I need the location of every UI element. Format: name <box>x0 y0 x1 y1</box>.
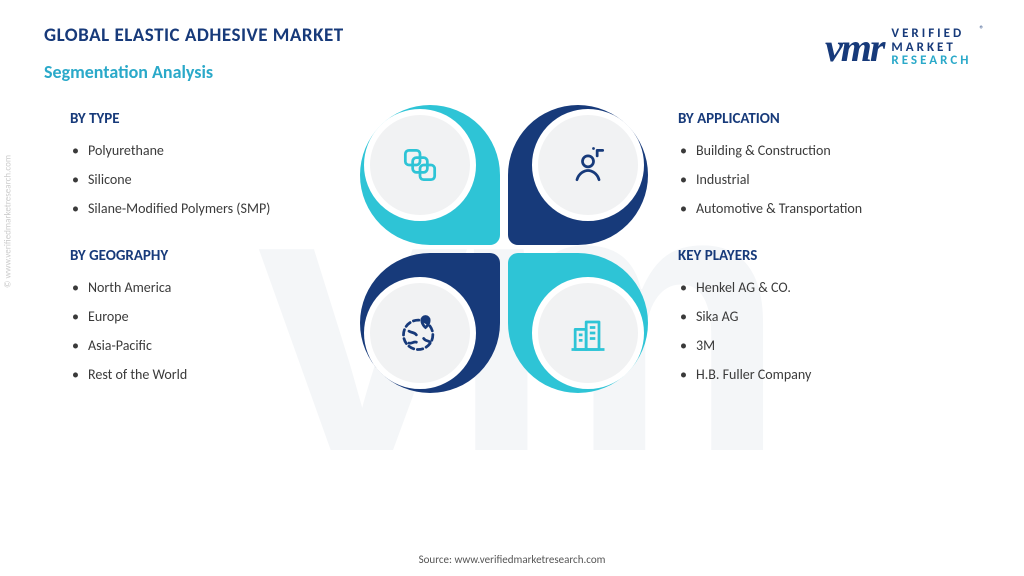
list-item: Building & Construction <box>678 136 958 165</box>
titles: GLOBAL ELASTIC ADHESIVE MARKET Segmentat… <box>44 24 344 83</box>
list-item: Silicone <box>70 165 330 194</box>
logo-mark: vmr <box>825 24 883 71</box>
globe-icon <box>398 311 442 355</box>
segment-players: KEY PLAYERS Henkel AG & CO. Sika AG 3M H… <box>678 247 958 389</box>
layers-icon <box>398 143 442 187</box>
list-item: Polyurethane <box>70 136 330 165</box>
list-item: North America <box>70 273 330 302</box>
page-title: GLOBAL ELASTIC ADHESIVE MARKET <box>44 24 344 47</box>
header: GLOBAL ELASTIC ADHESIVE MARKET Segmentat… <box>0 0 1024 83</box>
right-column: BY APPLICATION Building & Construction I… <box>678 110 958 389</box>
list-item: Industrial <box>678 165 958 194</box>
segment-geography: BY GEOGRAPHY North America Europe Asia-P… <box>70 247 330 389</box>
list-item: Sika AG <box>678 302 958 331</box>
building-icon <box>566 311 610 355</box>
left-column: BY TYPE Polyurethane Silicone Silane-Mod… <box>70 110 330 389</box>
logo-line-3: RESEARCH <box>891 54 971 68</box>
list-item: Europe <box>70 302 330 331</box>
list-item: Henkel AG & CO. <box>678 273 958 302</box>
segment-type: BY TYPE Polyurethane Silicone Silane-Mod… <box>70 110 330 223</box>
petal-inner <box>364 109 476 221</box>
list-item: 3M <box>678 331 958 360</box>
source-label: Source: www.verifiedmarketresearch.com <box>419 553 606 566</box>
petal-inner <box>364 277 476 389</box>
list-item: Automotive & Transportation <box>678 194 958 223</box>
logo-text: VERIFIED MARKET RESEARCH <box>891 27 971 68</box>
segment-list-application: Building & Construction Industrial Autom… <box>678 136 958 223</box>
registered-mark: ® <box>979 24 984 35</box>
list-item: H.B. Fuller Company <box>678 360 958 389</box>
logo-line-1: VERIFIED <box>891 27 971 41</box>
logo-line-2: MARKET <box>891 41 971 55</box>
list-item: Silane-Modified Polymers (SMP) <box>70 194 330 223</box>
petal-top-right <box>508 105 648 245</box>
petal-bottom-left <box>360 253 500 393</box>
segment-title-players: KEY PLAYERS <box>678 247 958 265</box>
petal-top-left <box>360 105 500 245</box>
segment-list-type: Polyurethane Silicone Silane-Modified Po… <box>70 136 330 223</box>
list-item: Rest of the World <box>70 360 330 389</box>
segment-list-geography: North America Europe Asia-Pacific Rest o… <box>70 273 330 389</box>
segment-application: BY APPLICATION Building & Construction I… <box>678 110 958 223</box>
list-item: Asia-Pacific <box>70 331 330 360</box>
petal-diagram <box>354 99 654 399</box>
segment-title-application: BY APPLICATION <box>678 110 958 128</box>
page-subtitle: Segmentation Analysis <box>44 61 344 83</box>
brand-logo: vmr VERIFIED MARKET RESEARCH ® <box>825 24 984 71</box>
segment-list-players: Henkel AG & CO. Sika AG 3M H.B. Fuller C… <box>678 273 958 389</box>
segment-title-type: BY TYPE <box>70 110 330 128</box>
petal-bottom-right <box>508 253 648 393</box>
content: BY TYPE Polyurethane Silicone Silane-Mod… <box>0 83 1024 399</box>
segment-title-geography: BY GEOGRAPHY <box>70 247 330 265</box>
petal-inner <box>532 277 644 389</box>
petal-inner <box>532 109 644 221</box>
person-icon <box>566 143 610 187</box>
